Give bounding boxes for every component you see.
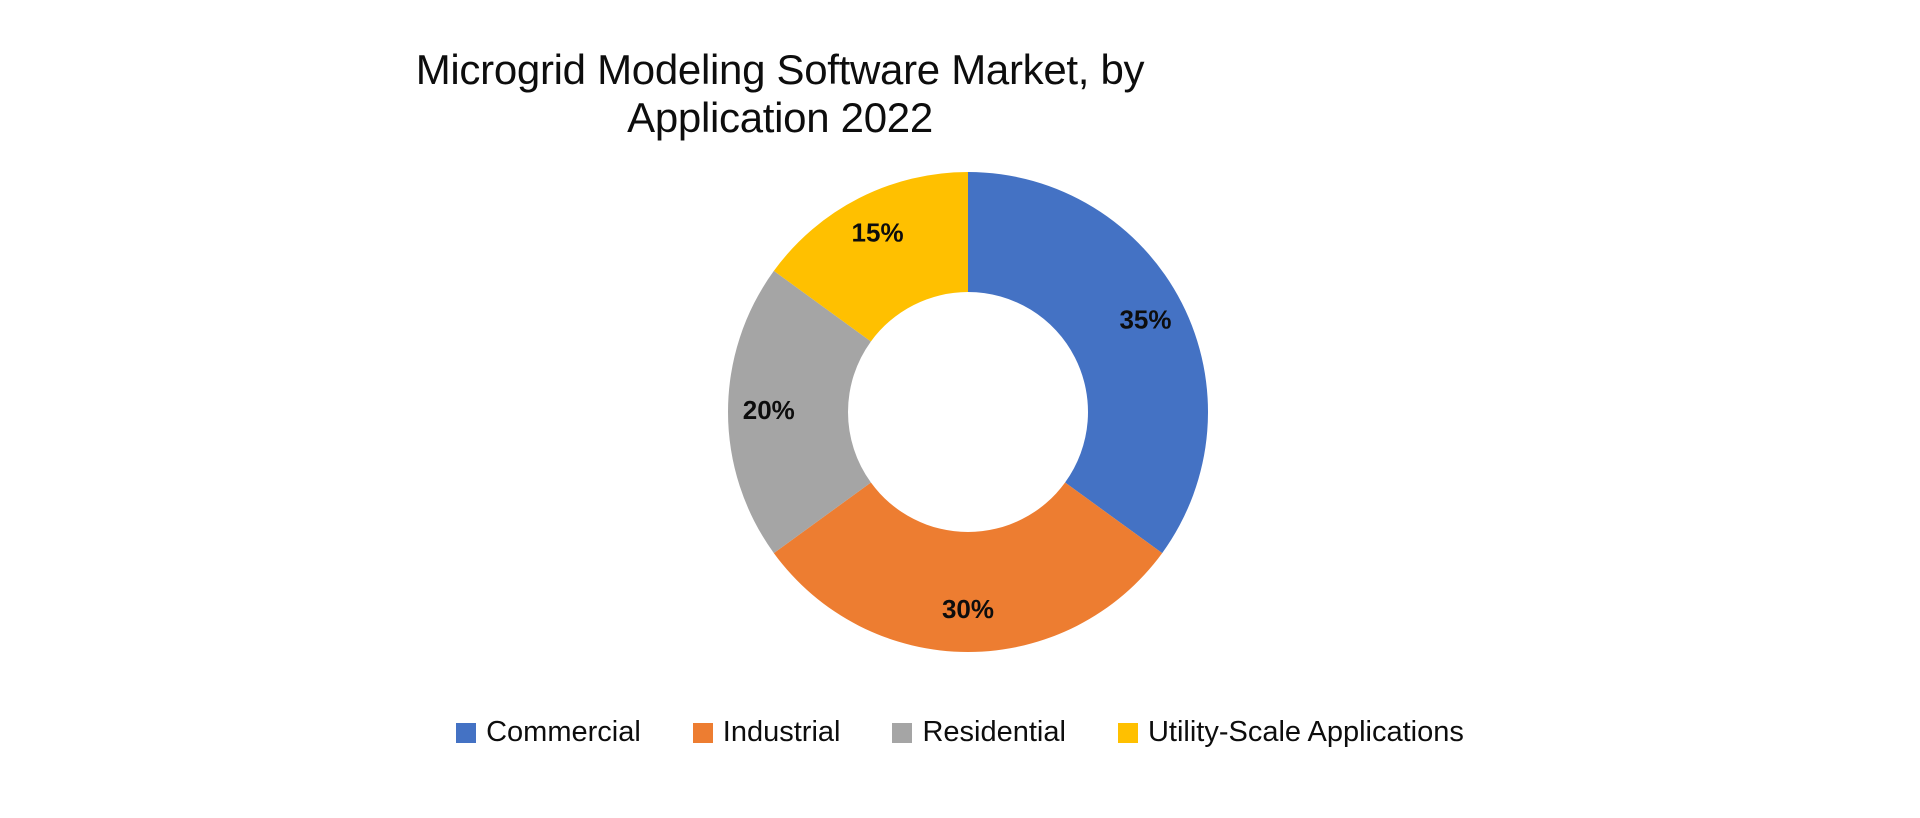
legend-swatch-icon — [892, 722, 913, 743]
legend-swatch-icon — [1117, 722, 1138, 743]
legend-item-industrial[interactable]: Industrial — [692, 716, 841, 748]
legend-item-label: Industrial — [722, 716, 841, 748]
legend-item-residential[interactable]: Residential — [892, 716, 1066, 748]
donut-slice-residential[interactable] — [728, 270, 871, 554]
slice-value-label-commercial: 35% — [1119, 304, 1171, 334]
legend-item-commercial[interactable]: Commercial — [456, 718, 641, 747]
chart-title: Microgrid Modeling Software Market, by A… — [415, 46, 1145, 141]
legend-item-label: Commercial — [486, 716, 641, 748]
chart-legend: Commercial Industrial Residential Utility-S… — [0, 718, 1920, 747]
donut-slice-utility[interactable] — [773, 172, 968, 342]
legend-swatch-icon — [692, 722, 713, 743]
donut-chart-svg: 35% 30% 20% 15% — [728, 172, 1208, 652]
donut-slice-commercial[interactable] — [968, 172, 1208, 554]
donut-slices — [728, 172, 1208, 652]
slice-value-label-utility: 15% — [852, 217, 904, 247]
legend-item-label: Residential — [922, 716, 1066, 748]
slice-value-label-industrial: 30% — [942, 594, 994, 624]
donut-chart-plot-area: 35% 30% 20% 15% — [728, 172, 1208, 652]
legend-swatch-icon — [456, 722, 477, 743]
donut-slice-labels: 35% 30% 20% 15% — [743, 217, 1172, 624]
slice-value-label-residential: 20% — [743, 395, 795, 425]
legend-item-label: Utility-Scale Applications — [1147, 716, 1464, 748]
legend-item-utility[interactable]: Utility-Scale Applications — [1117, 716, 1464, 748]
donut-slice-industrial[interactable] — [773, 482, 1163, 652]
